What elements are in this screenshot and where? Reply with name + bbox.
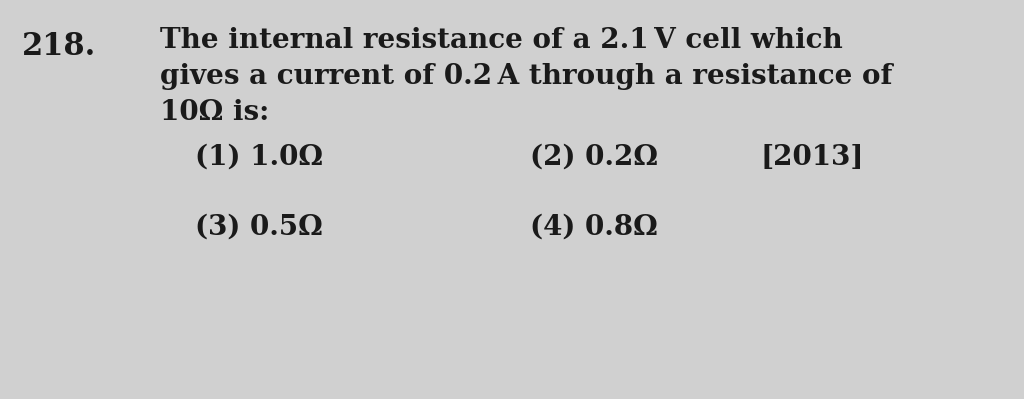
Text: (2) 0.2Ω: (2) 0.2Ω <box>530 144 658 171</box>
Text: 10Ω is:: 10Ω is: <box>160 99 269 126</box>
Text: (3) 0.5Ω: (3) 0.5Ω <box>195 214 323 241</box>
Text: 218.: 218. <box>22 31 96 62</box>
Text: [2013]: [2013] <box>760 144 863 171</box>
Text: gives a current of 0.2 A through a resistance of: gives a current of 0.2 A through a resis… <box>160 63 893 90</box>
Text: (1) 1.0Ω: (1) 1.0Ω <box>195 144 323 171</box>
Text: (4) 0.8Ω: (4) 0.8Ω <box>530 214 657 241</box>
Text: The internal resistance of a 2.1 V cell which: The internal resistance of a 2.1 V cell … <box>160 27 843 54</box>
